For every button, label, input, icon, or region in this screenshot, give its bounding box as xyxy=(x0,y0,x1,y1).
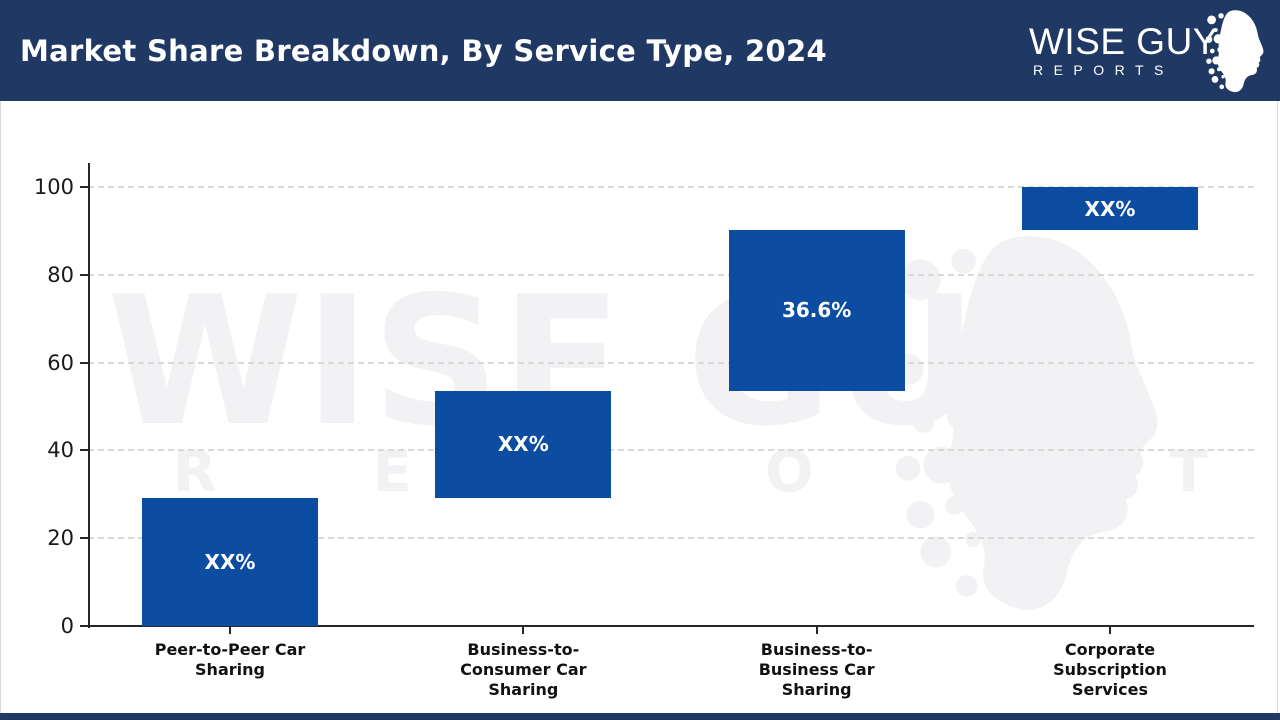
x-category-label-line: Services xyxy=(1071,680,1148,699)
x-tick-mark xyxy=(522,627,525,634)
y-tick-label: 100 xyxy=(33,175,74,199)
x-category-label-line: Business-to- xyxy=(467,640,580,659)
bar-value-label: XX% xyxy=(204,549,256,574)
bar-value-label: XX% xyxy=(497,432,549,457)
x-category-label-line: Sharing xyxy=(195,660,265,679)
gridline-40 xyxy=(88,449,1254,452)
gridline-80 xyxy=(88,273,1254,276)
bar-segment: XX% xyxy=(142,497,318,626)
y-tick-mark xyxy=(80,537,88,540)
x-axis-line xyxy=(88,625,1254,627)
x-category-label: Corporate Subscription Services xyxy=(990,640,1230,700)
gridline-20 xyxy=(88,537,1254,540)
x-category-label: Peer-to-Peer Car Sharing xyxy=(110,640,350,680)
x-category-label-line: Sharing xyxy=(488,680,559,699)
x-category-label-line: Consumer Car xyxy=(460,660,587,679)
x-category-label-line: Subscription xyxy=(1053,660,1167,679)
x-category-label-line: Sharing xyxy=(781,680,852,699)
y-axis-line xyxy=(88,163,90,628)
y-tick-label: 20 xyxy=(47,526,74,551)
x-category-label: Business-to- Business Car Sharing xyxy=(697,640,937,700)
x-category-label-line: Peer-to-Peer Car xyxy=(154,640,306,659)
x-category-label-line: Corporate xyxy=(1064,640,1156,659)
watermark-head-icon xyxy=(892,236,1158,610)
bar-value-label: 36.6% xyxy=(781,298,852,323)
header-bar: Market Share Breakdown, By Service Type,… xyxy=(0,0,1280,101)
logo-text: WISE GUY REPORTS xyxy=(1028,20,1218,78)
logo-wordmark: WISE GUY xyxy=(1028,20,1218,62)
y-tick-mark xyxy=(80,273,88,276)
x-category-label-line: Business Car xyxy=(758,660,875,679)
x-tick-mark xyxy=(815,627,818,634)
y-tick-mark xyxy=(80,449,88,452)
x-category-label: Business-to- Consumer Car Sharing xyxy=(403,640,643,700)
y-tick-label: 80 xyxy=(47,262,74,287)
wiseguy-logo: WISE GUY REPORTS xyxy=(1029,0,1272,101)
page-title: Market Share Breakdown, By Service Type,… xyxy=(20,33,827,68)
x-category-label-line: Business-to- xyxy=(760,640,873,659)
x-tick-mark xyxy=(1108,627,1111,634)
footer-bar xyxy=(0,713,1280,720)
bar-segment: XX% xyxy=(1021,187,1198,231)
y-tick-label: 60 xyxy=(47,350,74,375)
logo-subtitle: REPORTS xyxy=(1032,61,1174,78)
gridline-100 xyxy=(88,186,1254,188)
y-tick-mark xyxy=(80,361,88,364)
bar-segment: 36.6% xyxy=(728,230,905,391)
bar-value-label: XX% xyxy=(1084,196,1136,221)
bar-segment: XX% xyxy=(435,390,612,498)
y-tick-mark xyxy=(80,186,88,188)
y-tick-label: 0 xyxy=(60,614,74,638)
x-tick-mark xyxy=(229,627,231,634)
y-tick-mark xyxy=(80,625,88,627)
wiseguy-head-icon xyxy=(1205,9,1264,92)
y-tick-label: 40 xyxy=(47,438,74,463)
gridline-60 xyxy=(88,361,1254,364)
